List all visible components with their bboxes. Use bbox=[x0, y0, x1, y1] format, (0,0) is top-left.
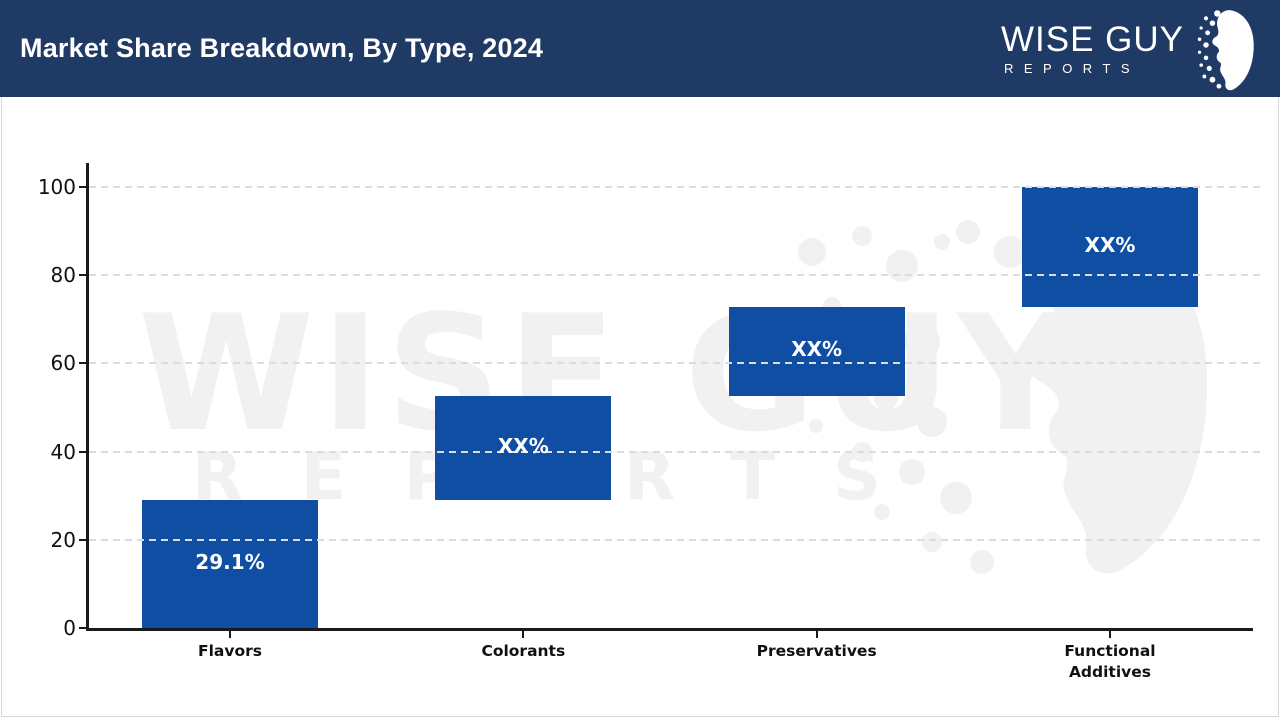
x-tick-preservatives bbox=[815, 630, 818, 638]
y-tick-80 bbox=[79, 274, 88, 277]
bar-flavors bbox=[142, 499, 318, 628]
y-tick-label-80: 80 bbox=[50, 263, 76, 288]
x-tick-functional-additives bbox=[1108, 630, 1111, 638]
y-tick-label-100: 100 bbox=[37, 175, 76, 199]
gridline-40 bbox=[89, 450, 1264, 453]
wiseguy-head-icon bbox=[1197, 9, 1254, 90]
logo-wordmark: WISE GUY bbox=[1000, 19, 1184, 59]
y-axis-line bbox=[86, 163, 89, 630]
header-banner: Market Share Breakdown, By Type, 2024 WI… bbox=[0, 0, 1280, 97]
x-tick-label-preservatives: Preservatives bbox=[756, 642, 877, 660]
bar-value-label-preservatives: XX% bbox=[791, 337, 843, 362]
bar-value-label-colorants: XX% bbox=[497, 433, 549, 458]
bar-value-label-flavors: 29.1% bbox=[195, 549, 265, 574]
y-tick-label-40: 40 bbox=[50, 439, 76, 464]
y-tick-label-20: 20 bbox=[50, 527, 76, 552]
y-tick-60 bbox=[79, 362, 88, 365]
bar-value-label-functional-additives: XX% bbox=[1084, 233, 1136, 258]
x-tick-label-functional-additives: Functional Additives bbox=[1064, 642, 1156, 681]
y-tick-40 bbox=[79, 450, 88, 453]
gridline-20 bbox=[89, 538, 1264, 541]
logo-subtext: REPORTS bbox=[1003, 60, 1141, 76]
chart-title: Market Share Breakdown, By Type, 2024 bbox=[20, 33, 544, 63]
y-tick-0 bbox=[79, 627, 88, 629]
bar-colorants bbox=[435, 395, 612, 500]
x-tick-colorants bbox=[522, 630, 525, 638]
y-tick-label-0: 0 bbox=[63, 616, 76, 640]
gridline-80 bbox=[89, 274, 1264, 277]
wiseguy-logo: WISE GUY REPORTS bbox=[1001, 7, 1266, 91]
x-tick-flavors bbox=[229, 630, 231, 638]
gridline-100 bbox=[89, 186, 1264, 188]
wiseguy-logo-text: WISE GUY REPORTS bbox=[1001, 22, 1184, 76]
x-tick-label-flavors: Flavors bbox=[198, 642, 262, 660]
gridline-60 bbox=[89, 362, 1264, 365]
x-axis-line bbox=[86, 628, 1253, 631]
x-tick-label-colorants: Colorants bbox=[481, 642, 566, 660]
y-tick-label-60: 60 bbox=[50, 351, 76, 376]
y-tick-100 bbox=[79, 186, 88, 188]
y-tick-20 bbox=[79, 538, 88, 541]
